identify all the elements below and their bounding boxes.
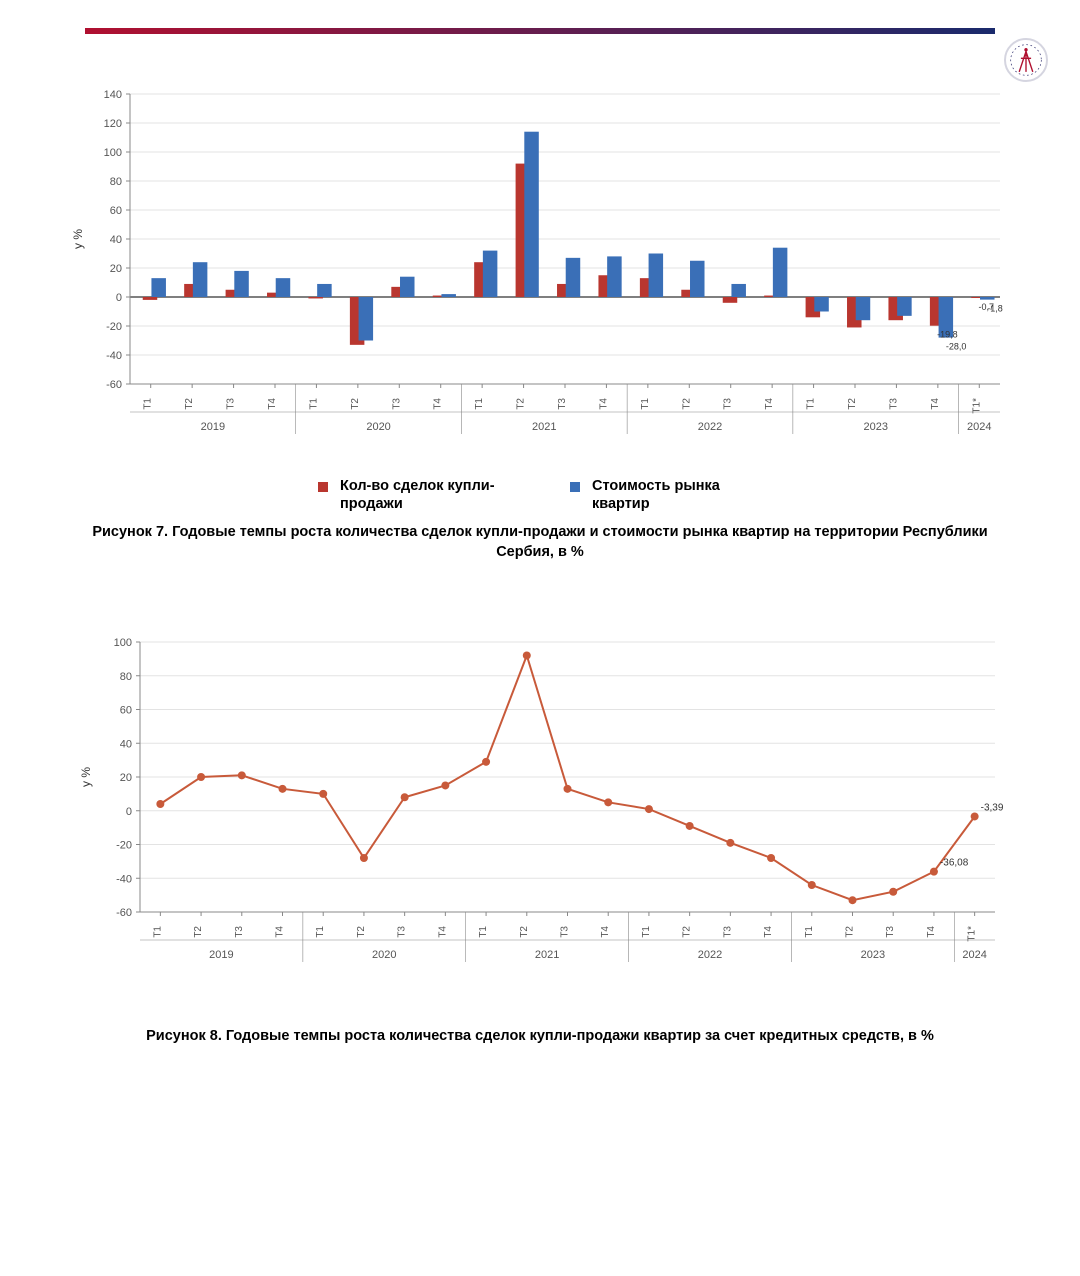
svg-text:T3: T3 bbox=[723, 398, 734, 410]
svg-text:T4: T4 bbox=[926, 926, 937, 938]
svg-text:120: 120 bbox=[104, 118, 122, 130]
svg-text:T1: T1 bbox=[308, 398, 319, 410]
svg-text:2024: 2024 bbox=[967, 421, 991, 433]
svg-text:-20: -20 bbox=[106, 321, 122, 333]
svg-text:T2: T2 bbox=[193, 926, 204, 938]
svg-text:T3: T3 bbox=[397, 926, 408, 938]
svg-text:T4: T4 bbox=[598, 398, 609, 410]
svg-text:2024: 2024 bbox=[962, 949, 986, 961]
svg-text:T1*: T1* bbox=[967, 926, 978, 942]
chart-8: -60 -40 -20 0 20 40 60 80 100 у % -36,08 -3,39 T1 T2 T… bbox=[60, 632, 1020, 972]
legend-label: Кол-во сделок купли-продажи bbox=[340, 477, 510, 513]
svg-text:2022: 2022 bbox=[698, 421, 722, 433]
svg-text:T4: T4 bbox=[764, 398, 775, 410]
svg-text:-3,39: -3,39 bbox=[981, 803, 1004, 814]
svg-text:T1: T1 bbox=[474, 398, 485, 410]
svg-text:T3: T3 bbox=[885, 926, 896, 938]
chart-7-caption: Рисунок 7. Годовые темпы роста количеств… bbox=[80, 523, 1000, 562]
svg-text:40: 40 bbox=[120, 739, 132, 751]
svg-text:T4: T4 bbox=[267, 398, 278, 410]
svg-text:140: 140 bbox=[104, 89, 122, 101]
svg-text:2020: 2020 bbox=[372, 949, 396, 961]
svg-text:T1: T1 bbox=[806, 398, 817, 410]
svg-text:100: 100 bbox=[114, 637, 132, 649]
chart-7-legend: Кол-во сделок купли-продажи Стоимость ры… bbox=[0, 477, 1080, 513]
svg-text:0: 0 bbox=[116, 292, 122, 304]
legend-item-market-value: Стоимость рынка квартир bbox=[570, 477, 762, 513]
svg-text:T4: T4 bbox=[275, 926, 286, 938]
legend-label: Стоимость рынка квартир bbox=[592, 477, 762, 513]
svg-text:у %: у % bbox=[71, 229, 85, 249]
legend-swatch bbox=[318, 482, 328, 492]
svg-text:20: 20 bbox=[110, 263, 122, 275]
svg-text:T2: T2 bbox=[682, 926, 693, 938]
svg-text:2021: 2021 bbox=[535, 949, 559, 961]
chart-7-block: -60 -40 -20 0 20 40 60 80 100 120 140 у % -19,8 -28,0… bbox=[0, 84, 1080, 449]
svg-text:2023: 2023 bbox=[861, 949, 885, 961]
svg-text:-28,0: -28,0 bbox=[946, 342, 967, 352]
svg-text:T2: T2 bbox=[681, 398, 692, 410]
svg-text:-40: -40 bbox=[106, 350, 122, 362]
svg-text:T2: T2 bbox=[184, 398, 195, 410]
svg-text:T2: T2 bbox=[350, 398, 361, 410]
svg-text:T4: T4 bbox=[437, 926, 448, 938]
chart-8-caption: Рисунок 8. Годовые темпы роста количеств… bbox=[80, 1027, 1000, 1047]
svg-text:60: 60 bbox=[110, 205, 122, 217]
svg-text:T4: T4 bbox=[600, 926, 611, 938]
header-bar bbox=[85, 28, 995, 34]
svg-text:T1: T1 bbox=[641, 926, 652, 938]
svg-text:0: 0 bbox=[126, 806, 132, 818]
svg-text:2019: 2019 bbox=[209, 949, 233, 961]
svg-text:2020: 2020 bbox=[366, 421, 390, 433]
svg-text:у %: у % bbox=[79, 767, 93, 787]
svg-text:T4: T4 bbox=[763, 926, 774, 938]
legend-swatch bbox=[570, 482, 580, 492]
svg-text:T1: T1 bbox=[152, 926, 163, 938]
svg-text:T1: T1 bbox=[478, 926, 489, 938]
svg-text:60: 60 bbox=[120, 705, 132, 717]
svg-text:40: 40 bbox=[110, 234, 122, 246]
chart-8-block: -60 -40 -20 0 20 40 60 80 100 у % -36,08 -3,39 T1 T2 T… bbox=[0, 632, 1080, 977]
svg-text:T3: T3 bbox=[557, 398, 568, 410]
svg-text:-19,8: -19,8 bbox=[937, 330, 958, 340]
svg-text:-36,08: -36,08 bbox=[940, 858, 969, 869]
legend-item-transactions: Кол-во сделок купли-продажи bbox=[318, 477, 510, 513]
chart-7: -60 -40 -20 0 20 40 60 80 100 120 140 у % -19,8 -28,0… bbox=[60, 84, 1020, 444]
svg-text:-60: -60 bbox=[116, 907, 132, 919]
svg-text:80: 80 bbox=[110, 176, 122, 188]
svg-text:-1,8: -1,8 bbox=[987, 304, 1003, 314]
svg-text:-20: -20 bbox=[116, 840, 132, 852]
svg-text:-40: -40 bbox=[116, 874, 132, 886]
svg-text:T1: T1 bbox=[640, 398, 651, 410]
svg-text:T2: T2 bbox=[845, 926, 856, 938]
svg-text:T3: T3 bbox=[560, 926, 571, 938]
svg-text:T1*: T1* bbox=[971, 398, 982, 414]
svg-text:2022: 2022 bbox=[698, 949, 722, 961]
svg-text:80: 80 bbox=[120, 671, 132, 683]
svg-text:20: 20 bbox=[120, 772, 132, 784]
svg-text:T1: T1 bbox=[804, 926, 815, 938]
logo-icon bbox=[1004, 38, 1048, 82]
svg-text:T4: T4 bbox=[930, 398, 941, 410]
svg-text:T3: T3 bbox=[888, 398, 899, 410]
svg-text:T3: T3 bbox=[226, 398, 237, 410]
svg-text:T2: T2 bbox=[847, 398, 858, 410]
svg-text:T3: T3 bbox=[722, 926, 733, 938]
svg-text:T1: T1 bbox=[143, 398, 154, 410]
svg-text:T2: T2 bbox=[516, 398, 527, 410]
svg-text:T3: T3 bbox=[234, 926, 245, 938]
svg-text:2023: 2023 bbox=[863, 421, 887, 433]
svg-text:T2: T2 bbox=[519, 926, 530, 938]
svg-text:2021: 2021 bbox=[532, 421, 556, 433]
svg-text:2019: 2019 bbox=[201, 421, 225, 433]
svg-text:100: 100 bbox=[104, 147, 122, 159]
svg-text:T2: T2 bbox=[356, 926, 367, 938]
svg-text:T1: T1 bbox=[315, 926, 326, 938]
svg-text:T3: T3 bbox=[391, 398, 402, 410]
svg-text:-60: -60 bbox=[106, 379, 122, 391]
svg-text:T4: T4 bbox=[433, 398, 444, 410]
